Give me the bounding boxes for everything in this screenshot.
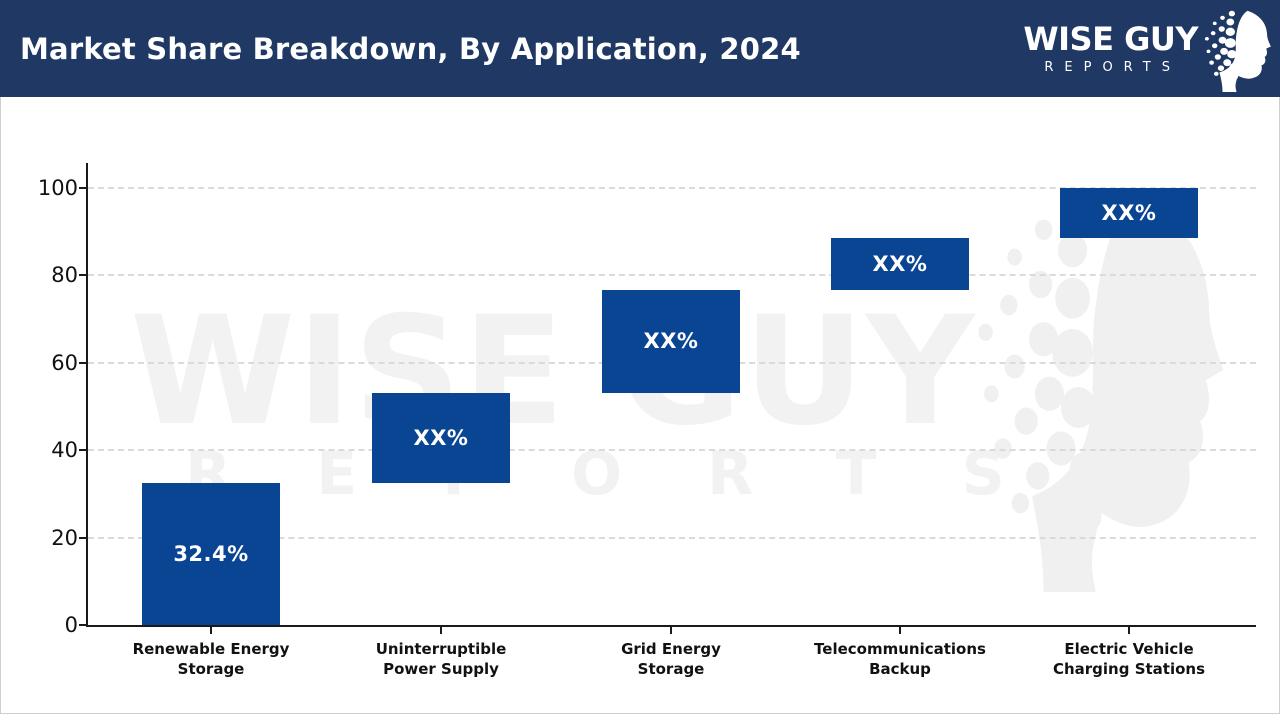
watermark-wordmark: WISE GUY: [130, 285, 976, 459]
x-axis-line: [86, 625, 1256, 627]
waterfall-chart: WISE GUY REPORTS 0 20 40 60 80 100 32.4% XX% XX%…: [0, 97, 1280, 714]
bar-segment-0: 32.4%: [142, 483, 280, 625]
bar-segment-4: XX%: [1060, 187, 1198, 238]
category-label-3-line-1: Backup: [869, 660, 931, 678]
y-tick-label-100: 100: [37, 175, 78, 200]
watermark-face-icon: [978, 195, 1224, 592]
logo-subtitle: REPORTS: [1044, 60, 1181, 75]
category-label-2-line-1: Storage: [637, 660, 705, 678]
y-tick-label-20: 20: [51, 525, 78, 550]
gridline-80: [88, 274, 1256, 276]
x-tick-0: [210, 627, 212, 634]
y-tick-label-40: 40: [51, 438, 78, 462]
bar-value-label-0: 32.4%: [173, 542, 249, 567]
category-label-2-line-0: Grid Energy: [621, 640, 721, 658]
bar-segment-1: XX%: [372, 392, 510, 484]
gridline-100: [88, 186, 1256, 189]
category-label-0-line-1: Storage: [177, 660, 245, 678]
page-title: Market Share Breakdown, By Application, …: [20, 31, 801, 66]
logo-wordmark: WISE GUY: [1023, 20, 1198, 58]
category-label-1-line-0: Uninterruptible: [375, 640, 507, 658]
y-tick-80: [79, 274, 87, 276]
wiseguy-logo: WISE GUY REPORTS: [1023, 6, 1271, 92]
y-tick-label-60: 60: [51, 350, 78, 375]
y-tick-0: [79, 624, 87, 626]
y-tick-label-80: 80: [51, 263, 78, 287]
y-tick-60: [79, 361, 87, 364]
x-tick-4: [1128, 627, 1130, 634]
y-tick-label-0: 0: [64, 613, 78, 637]
header-bar: Market Share Breakdown, By Application, …: [0, 0, 1280, 97]
category-label-3: Telecommunications Backup: [770, 639, 1030, 679]
y-tick-40: [79, 449, 87, 451]
bar-value-label-4: XX%: [1101, 200, 1157, 225]
gridline-40: [88, 449, 1256, 451]
category-label-1-line-1: Power Supply: [383, 660, 499, 678]
category-label-4: Electric Vehicle Charging Stations: [999, 639, 1259, 679]
y-tick-100: [79, 186, 87, 189]
bar-value-label-3: XX%: [872, 251, 928, 276]
bar-value-label-2: XX%: [643, 329, 699, 354]
category-label-0: Renewable Energy Storage: [81, 639, 341, 679]
category-label-0-line-0: Renewable Energy: [132, 640, 290, 658]
y-axis-line: [86, 163, 88, 627]
bar-segment-2: XX%: [602, 289, 740, 393]
category-label-3-line-0: Telecommunications: [814, 640, 986, 658]
wiseguy-logo-text: WISE GUY REPORTS: [1023, 20, 1198, 75]
x-tick-2: [670, 627, 672, 634]
category-label-2: Grid Energy Storage: [541, 639, 801, 679]
x-tick-1: [440, 627, 442, 634]
wiseguy-face-icon: [1204, 10, 1271, 92]
category-label-1: Uninterruptible Power Supply: [311, 639, 571, 679]
y-tick-20: [79, 536, 87, 539]
x-tick-3: [899, 627, 901, 634]
bar-segment-3: XX%: [831, 237, 969, 290]
category-label-4-line-0: Electric Vehicle: [1064, 640, 1194, 658]
category-label-4-line-1: Charging Stations: [1052, 660, 1206, 678]
bar-value-label-1: XX%: [413, 425, 469, 450]
gridline-20: [88, 536, 1256, 539]
